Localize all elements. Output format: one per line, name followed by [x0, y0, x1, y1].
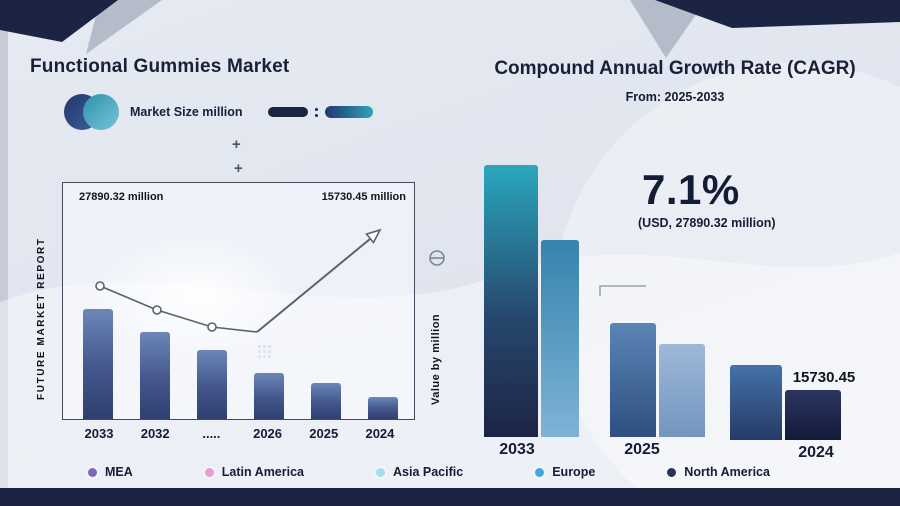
right-chart-title: Compound Annual Growth Rate (CAGR)	[494, 58, 856, 79]
market-bar-2033	[83, 309, 113, 419]
market-x-label-2032: 2032	[140, 426, 170, 441]
market-x-label-2033: 2033	[84, 426, 114, 441]
market-size-disc-teal-icon	[83, 94, 119, 130]
market-bar-2032	[140, 332, 170, 419]
pill-separator-icon	[315, 107, 318, 117]
legend-label-asia-pacific: Asia Pacific	[393, 465, 464, 479]
value-2024-label: 15730.45 million	[321, 191, 406, 203]
cagr-bar-5	[730, 365, 782, 440]
trend-marker-1	[95, 281, 105, 291]
legend-label-north-america: North America	[684, 465, 770, 479]
legend-item-mea: MEA	[88, 465, 133, 479]
market-bars	[83, 309, 398, 419]
value-2033-label: 27890.32 million	[79, 191, 164, 203]
cagr-year-2024: 2024	[798, 444, 834, 461]
market-size-legend-label: Market Size million	[130, 105, 243, 119]
legend-label-latin-america: Latin America	[221, 465, 304, 479]
legend-item-europe: Europe	[535, 465, 595, 479]
market-x-label-dotdotdotdotdot: .....	[202, 426, 221, 441]
market-bar-2026	[254, 373, 284, 419]
legend-dot-europe-icon	[535, 467, 545, 477]
legend-item-latin-america: Latin America	[204, 465, 304, 479]
region-legend: MEA Latin America Asia Pacific Europe North …	[88, 465, 770, 479]
market-size-legend: Market Size million	[64, 92, 420, 132]
cagr-year-2025: 2025	[624, 441, 660, 458]
cagr-bar-2	[541, 240, 579, 437]
legend-dot-asia-pacific-icon	[376, 467, 386, 477]
legend-item-north-america: North America	[667, 465, 770, 479]
plus-decor-2: +	[234, 160, 243, 177]
market-bar-2024	[368, 397, 398, 419]
market-x-label-2025: 2025	[309, 426, 339, 441]
trend-line-overlay	[95, 228, 382, 333]
legend-pills	[268, 106, 373, 118]
trend-arrow-shaft	[256, 238, 371, 333]
legend-dot-mea-icon	[88, 467, 97, 477]
cagr-bar-4	[659, 344, 705, 437]
legend-dot-latin-america-icon	[204, 467, 214, 477]
market-x-labels: 2033 2032..... 2026 2025 2024	[77, 426, 402, 441]
market-size-chart: 27890.32 million 15730.45 million	[62, 182, 415, 420]
legend-label-europe: Europe	[552, 465, 596, 479]
market-x-label-2026: 2026	[253, 426, 283, 441]
plus-decor-1: +	[232, 136, 241, 153]
right-chart-subtitle: From: 2025-2033	[625, 90, 725, 104]
market-bar-dotdotdotdotdot	[197, 350, 227, 419]
cagr-bar-3	[610, 323, 656, 437]
legend-dot-north-america-icon	[667, 467, 677, 477]
legend-label-mea: MEA	[105, 465, 133, 479]
value-label-15730: 15730.45	[792, 369, 856, 386]
left-chart-title: Functional Gummies Market	[30, 56, 290, 77]
cagr-bar-6	[785, 390, 841, 440]
market-bar-2025	[311, 383, 341, 419]
cagr-year-2033: 2033	[499, 441, 535, 458]
trend-arrow-head-icon	[365, 228, 382, 244]
market-x-label-2024: 2024	[365, 426, 395, 441]
pill-navy-icon	[268, 107, 308, 117]
legend-item-asia-pacific: Asia Pacific	[376, 465, 463, 479]
trend-marker-3	[207, 322, 217, 332]
trend-marker-2	[152, 305, 162, 315]
cagr-basis: (USD, 27890.32 million)	[638, 216, 776, 230]
trend-line	[99, 285, 258, 333]
cagr-value: 7.1%	[642, 166, 740, 213]
pill-gradient-icon	[325, 106, 373, 118]
cagr-bar-1	[484, 165, 538, 437]
